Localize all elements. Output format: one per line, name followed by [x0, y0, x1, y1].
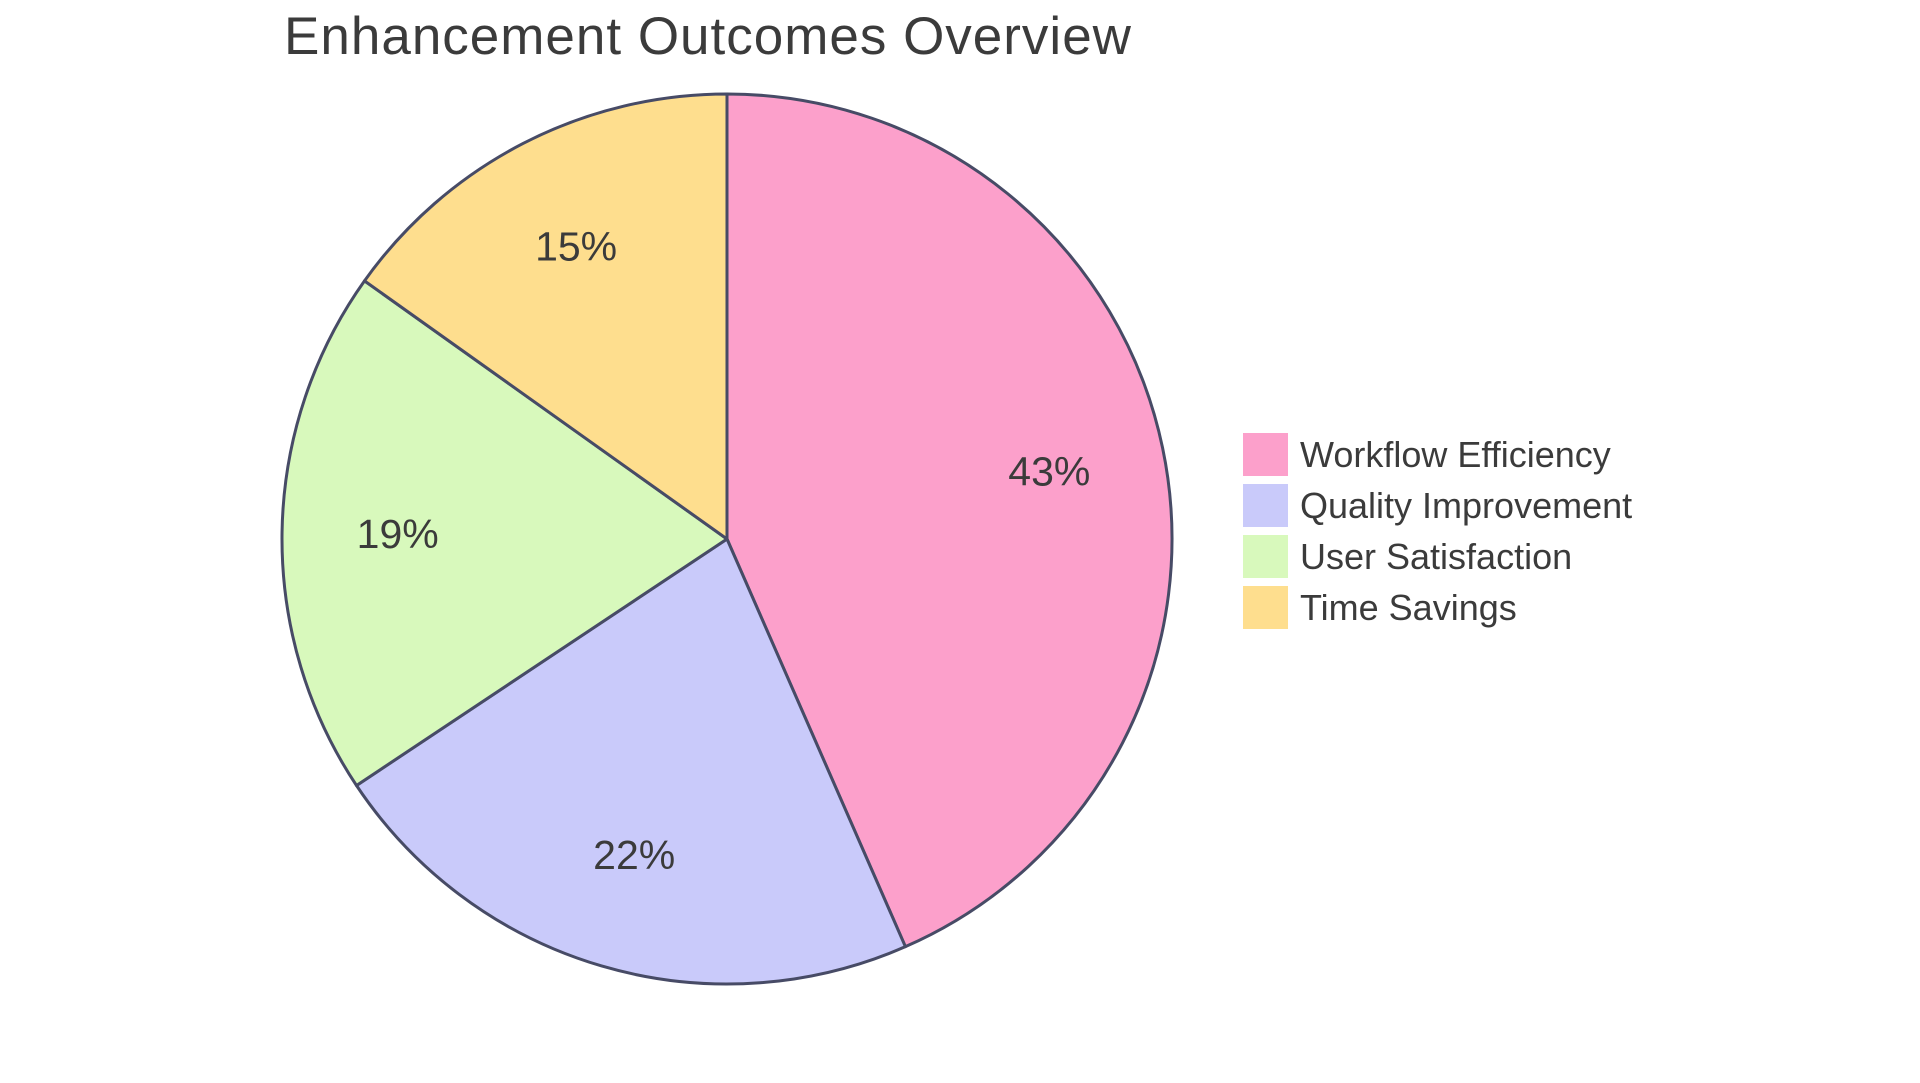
- legend-label: Quality Improvement: [1300, 484, 1633, 526]
- legend-label: User Satisfaction: [1300, 535, 1573, 577]
- pie-percent-label: 22%: [593, 832, 675, 878]
- chart-title: Enhancement Outcomes Overview: [284, 7, 1132, 66]
- pie-slice-time-savings[interactable]: [363, 92, 729, 541]
- legend-swatch: [1243, 484, 1288, 527]
- pie-percent-label: 19%: [357, 511, 439, 557]
- legend-label: Workflow Efficiency: [1300, 433, 1611, 475]
- legend-swatch: [1243, 535, 1288, 578]
- pie-slice-quality-improvement[interactable]: [355, 537, 907, 986]
- pie-percent-label: 43%: [1008, 449, 1090, 495]
- legend: Workflow Efficiency Quality Improvement …: [1243, 433, 1632, 637]
- legend-swatch: [1243, 433, 1288, 476]
- legend-label: Time Savings: [1300, 586, 1517, 628]
- pie-slice-user-satisfaction[interactable]: [280, 279, 729, 787]
- pie-percent-label: 15%: [535, 223, 617, 269]
- legend-item-workflow-efficiency[interactable]: Workflow Efficiency: [1243, 433, 1632, 476]
- legend-item-quality-improvement[interactable]: Quality Improvement: [1243, 484, 1632, 527]
- legend-swatch: [1243, 586, 1288, 629]
- pie-slice-workflow-efficiency[interactable]: [725, 92, 1174, 949]
- legend-item-user-satisfaction[interactable]: User Satisfaction: [1243, 535, 1632, 578]
- legend-item-time-savings[interactable]: Time Savings: [1243, 586, 1632, 629]
